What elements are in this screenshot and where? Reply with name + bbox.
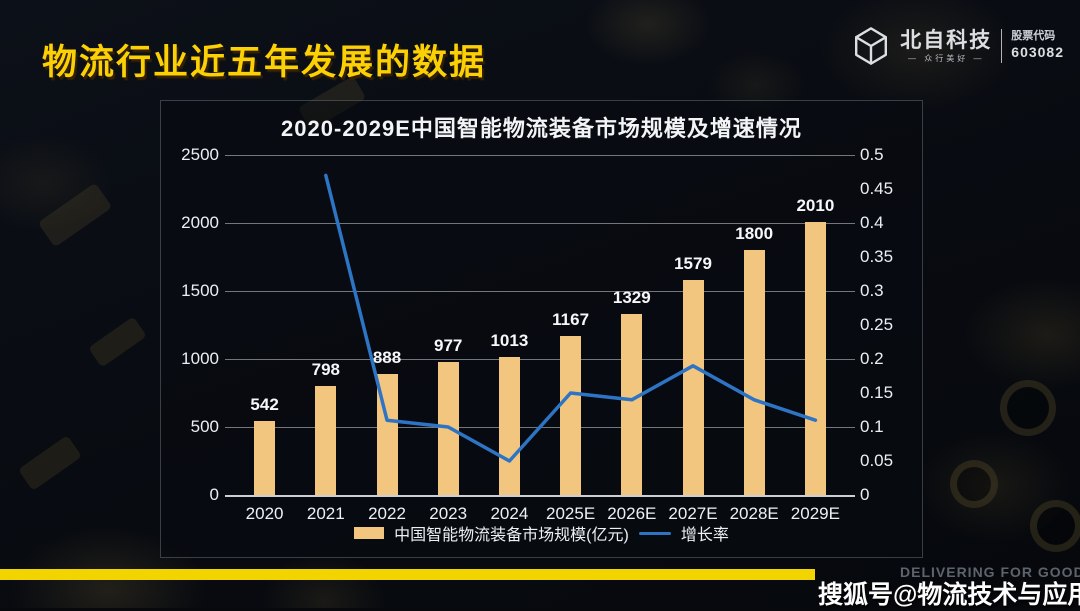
chart-panel: 2020-2029E中国智能物流装备市场规模及增速情况 0 500 1000 1500… <box>160 100 923 558</box>
bar-value-label: 977 <box>434 336 463 356</box>
watermark: 搜狐号@物流技术与应用 <box>818 581 1080 609</box>
right-axis-tick-label: 0.25 <box>860 315 894 334</box>
bar-value-label: 2010 <box>796 195 835 215</box>
right-axis-tick-label: 0.2 <box>860 349 884 368</box>
right-axis-tick-label: 0.3 <box>860 281 884 300</box>
x-axis-category-label: 2020 <box>245 504 284 523</box>
bar-value-label: 542 <box>250 395 279 415</box>
pcb-donut-decoration <box>1030 500 1080 552</box>
company-slogan: — 众行美好 — <box>908 53 985 63</box>
chart-title: 2020-2029E中国智能物流装备市场规模及增速情况 <box>281 116 802 141</box>
stock-code-label: 股票代码 <box>1011 30 1056 43</box>
company-logo: 北自科技 — 众行美好 — 股票代码 603082 <box>851 26 1064 66</box>
left-axis-tick-label: 500 <box>190 417 219 436</box>
line-series-swatch <box>638 531 671 535</box>
right-axis-tick-label: 0 <box>860 485 870 504</box>
bottom-yellow-strip <box>0 569 815 580</box>
right-axis-tick-label: 0.35 <box>860 247 894 266</box>
bar-value-label: 1800 <box>735 224 774 244</box>
bar-value-label: 1167 <box>552 310 590 330</box>
left-axis-tick-label: 0 <box>209 485 219 504</box>
x-axis-category-label: 2021 <box>306 504 345 523</box>
x-axis-category-label: 2026E <box>607 504 657 523</box>
right-axis-tick-label: 0.05 <box>860 451 894 470</box>
market-size-bar <box>315 386 337 495</box>
gridline <box>225 495 855 497</box>
market-size-bar <box>498 357 520 495</box>
x-axis-category-label: 2023 <box>429 504 468 523</box>
slide-title: 物流行业近五年发展的数据 <box>42 43 487 82</box>
chart-legend: 中国智能物流装备市场规模(亿元) 增长率 <box>161 521 922 545</box>
logo-divider <box>1001 29 1003 63</box>
pcb-donut-decoration <box>950 460 998 508</box>
right-axis-tick-label: 0.1 <box>860 417 884 436</box>
x-axis-category-label: 2025E <box>546 504 596 523</box>
market-size-bar <box>437 362 459 495</box>
bar-series-label: 中国智能物流装备市场规模(亿元) <box>394 527 629 544</box>
bar-value-label: 888 <box>372 348 402 368</box>
left-axis-tick-label: 2500 <box>181 145 219 164</box>
market-size-bar <box>621 314 643 495</box>
gridline <box>225 155 855 156</box>
left-axis-tick-label: 2000 <box>181 213 219 232</box>
x-axis-category-label: 2027E <box>668 504 718 523</box>
pcb-donut-decoration <box>1000 380 1056 436</box>
bar-value-label: 798 <box>311 360 340 380</box>
right-axis-tick-label: 0.5 <box>860 145 884 164</box>
x-axis-category-label: 2029E <box>790 504 840 523</box>
x-axis-category-label: 2028E <box>729 504 779 523</box>
bar-series-swatch <box>354 527 385 539</box>
company-name: 北自科技 <box>900 28 993 52</box>
stock-code-value: 603082 <box>1011 44 1064 61</box>
right-axis-tick-label: 0.15 <box>860 383 894 402</box>
left-axis-tick-label: 1500 <box>181 281 219 300</box>
market-size-bar <box>804 221 826 495</box>
footer-tagline: DELIVERING FOR GOOD <box>900 564 1080 580</box>
left-axis-tick-label: 1000 <box>181 349 219 368</box>
right-axis-tick-label: 0.45 <box>860 179 894 198</box>
market-size-bar <box>743 250 765 495</box>
bar-value-label: 1013 <box>490 331 529 351</box>
market-size-bar <box>376 374 398 495</box>
line-series-label: 增长率 <box>680 527 729 544</box>
x-axis-category-label: 2022 <box>368 504 406 523</box>
x-axis-category-label: 2024 <box>490 504 529 523</box>
cube-logo-icon <box>855 27 888 65</box>
bar-value-label: 1329 <box>612 288 651 308</box>
right-axis-tick-label: 0.4 <box>860 213 884 232</box>
market-size-bar <box>254 421 276 495</box>
market-size-bar <box>560 336 582 495</box>
market-size-bar <box>682 280 704 495</box>
bar-value-label: 1579 <box>674 254 712 274</box>
